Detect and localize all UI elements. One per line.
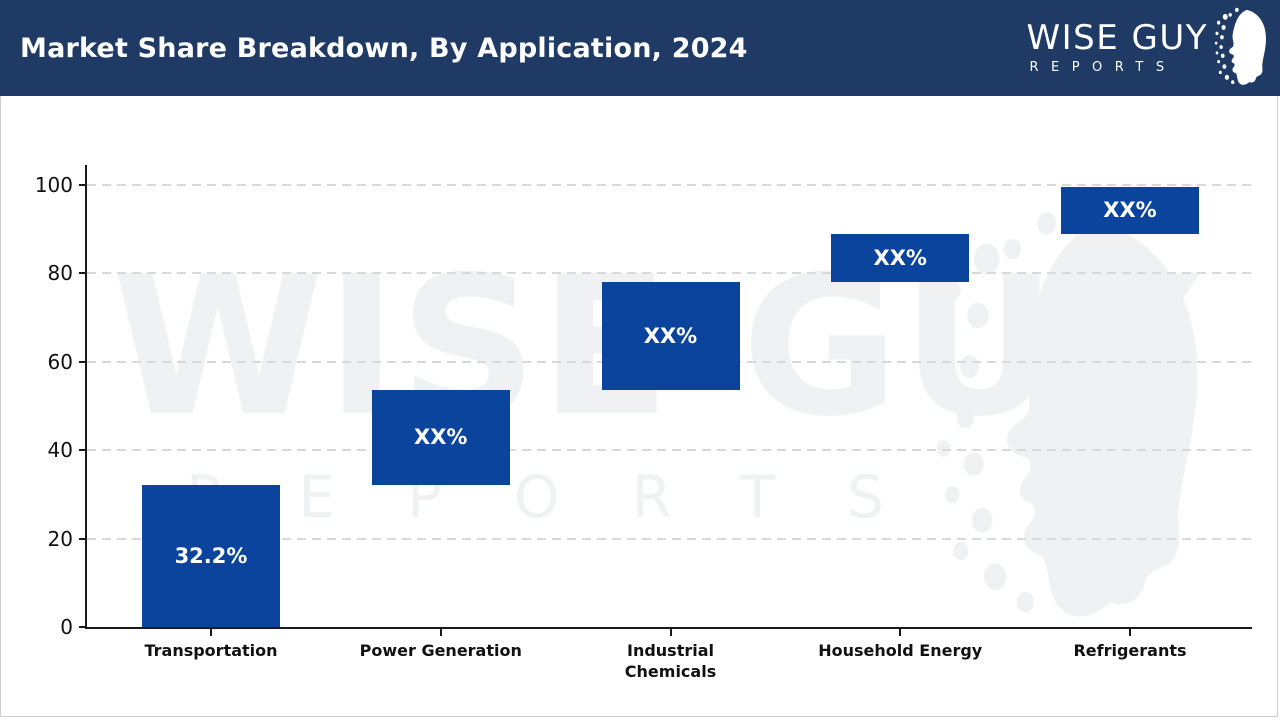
gridline-40 [87, 449, 1252, 451]
logo-wordmark: WISE GUY [1026, 18, 1208, 58]
y-tick-label: 40 [47, 438, 73, 462]
y-tick [79, 360, 87, 363]
y-tick-label: 0 [60, 615, 73, 639]
x-tick [1129, 629, 1131, 636]
logo-subtitle: REPORTS [1029, 60, 1177, 75]
gridline-100 [87, 183, 1252, 186]
x-axis-label-transportation: Transportation [144, 641, 278, 660]
bar-industrial-chemicals: XX% [601, 281, 740, 390]
x-axis-label-industrial-chemicals: Industrial Chemicals [624, 641, 717, 681]
watermark-subtitle: REPORTS [186, 463, 956, 531]
y-tick [79, 272, 87, 274]
y-tick-label: 80 [47, 261, 73, 285]
x-axis-line [85, 627, 1252, 629]
bar-value-label: XX% [1103, 198, 1157, 223]
bar-value-label: XX% [643, 323, 698, 348]
y-tick [79, 626, 87, 628]
x-tick [899, 629, 902, 636]
y-axis-line [85, 165, 87, 629]
bar-transportation: 32.2% [142, 484, 280, 627]
y-tick [79, 449, 87, 451]
bar-value-label: XX% [873, 245, 927, 270]
y-tick-label: 20 [47, 526, 73, 551]
bar-power-generation: XX% [371, 389, 510, 485]
wise-guy-reports-logo: WISE GUY REPORTS [1026, 7, 1270, 89]
header-bar: Market Share Breakdown, By Application, … [0, 0, 1280, 96]
watermark-head-icon [933, 212, 1198, 617]
bar-refrigerants: XX% [1061, 186, 1199, 235]
waterfall-chart: WISE GUY REPORTS 0 20 40 60 80 100 32.2% Transp… [0, 96, 1280, 720]
y-tick-label: 60 [47, 349, 73, 374]
x-axis-label-refrigerants: Refrigerants [1073, 641, 1187, 660]
bar-value-label: XX% [414, 425, 468, 450]
x-axis-label-household-energy: Household Energy [818, 641, 983, 660]
gridline-20 [87, 537, 1252, 540]
bar-value-label: 32.2% [174, 543, 248, 568]
x-tick [439, 629, 442, 636]
y-tick-label: 100 [34, 172, 73, 197]
y-tick [79, 537, 87, 540]
gridline-80 [87, 272, 1252, 274]
x-tick [210, 629, 212, 636]
x-tick [669, 629, 672, 636]
x-axis-label-power-generation: Power Generation [359, 641, 522, 660]
y-tick [79, 183, 87, 186]
logo-text: WISE GUY REPORTS [1026, 21, 1208, 75]
dotted-head-icon [1214, 7, 1266, 85]
page-title: Market Share Breakdown, By Application, … [20, 32, 748, 64]
bar-household-energy: XX% [831, 234, 970, 282]
